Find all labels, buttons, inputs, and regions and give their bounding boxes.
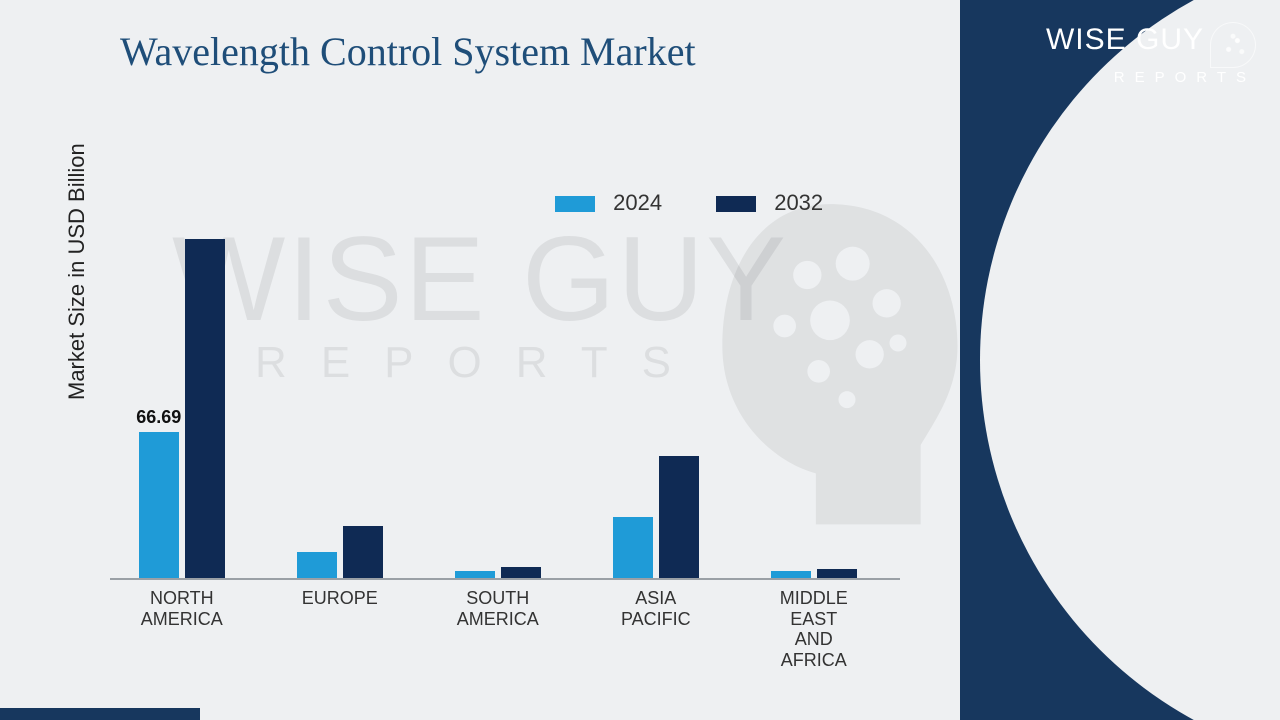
x-tick-label: ASIA PACIFIC (621, 588, 691, 629)
y-axis-label: Market Size in USD Billion (64, 143, 90, 400)
accent-bar (0, 708, 200, 720)
bar (455, 571, 495, 578)
figure-canvas: Wavelength Control System Market WISE GU… (0, 0, 1280, 720)
chart-title: Wavelength Control System Market (120, 28, 696, 75)
legend-label-2024: 2024 (613, 190, 662, 215)
bar (297, 552, 337, 578)
bar (659, 456, 699, 579)
brand-logo-line1: WISE GUY (1046, 23, 1204, 56)
bar (185, 239, 225, 578)
bar (501, 567, 541, 578)
brand-logo-line2: REPORTS (1046, 70, 1256, 86)
x-tick-label: SOUTH AMERICA (457, 588, 539, 629)
x-tick-label: EUROPE (302, 588, 378, 609)
bar (771, 571, 811, 578)
bar (817, 569, 857, 578)
legend-label-2032: 2032 (774, 190, 823, 215)
bar (139, 432, 179, 578)
legend-swatch-2024 (555, 196, 595, 212)
legend-swatch-2032 (716, 196, 756, 212)
legend-item-2032: 2032 (716, 190, 823, 216)
x-tick-label: MIDDLE EAST AND AFRICA (780, 588, 848, 671)
bar-group: ASIA PACIFIC (613, 230, 699, 580)
brand-head-icon (1210, 22, 1256, 68)
bar-group: MIDDLE EAST AND AFRICA (771, 230, 857, 580)
brand-logo: WISE GUY REPORTS (1046, 22, 1256, 86)
data-label: 66.69 (136, 407, 181, 428)
bar (613, 517, 653, 578)
legend: 2024 2032 (555, 190, 823, 216)
bar (343, 526, 383, 579)
legend-item-2024: 2024 (555, 190, 662, 216)
plot-area: NORTH AMERICA EUROPE SOUTH AMERICA ASIA PAC… (110, 230, 900, 580)
bar-group: SOUTH AMERICA (455, 230, 541, 580)
bar-group: EUROPE (297, 230, 383, 580)
bar-group: NORTH AMERICA (139, 230, 225, 580)
x-tick-label: NORTH AMERICA (141, 588, 223, 629)
